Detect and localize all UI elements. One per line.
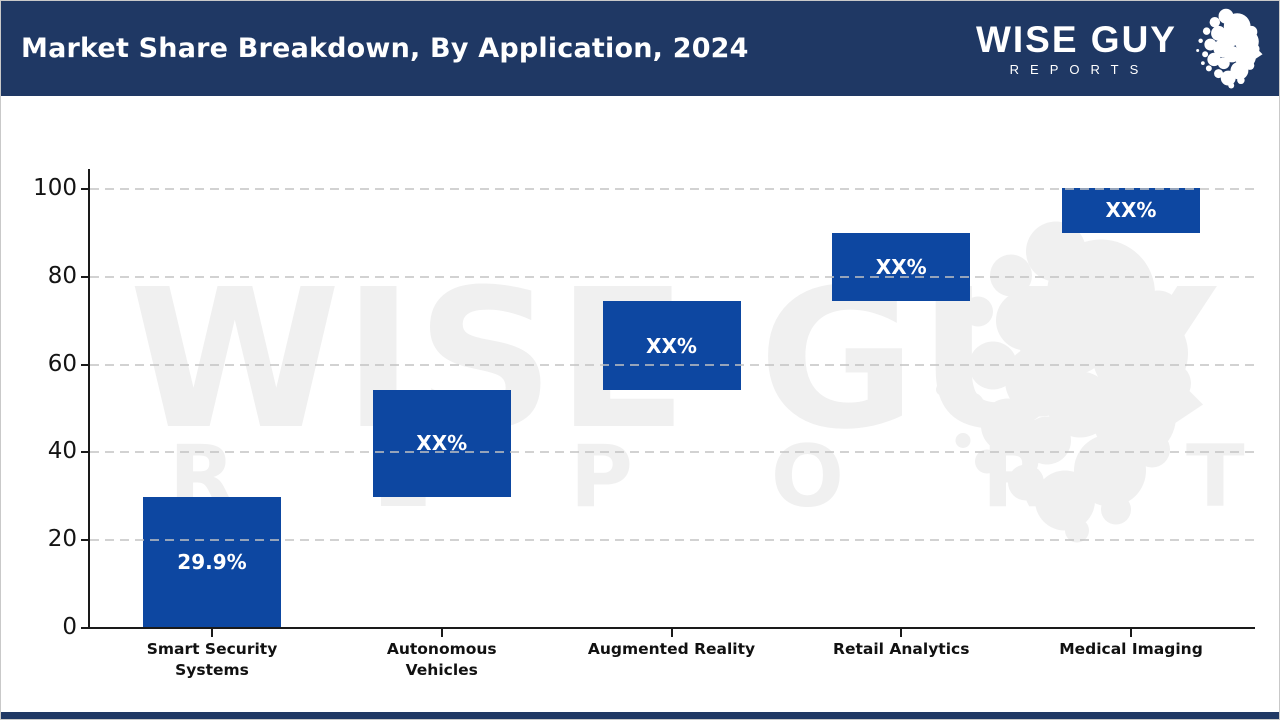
- x-category-label-line: Autonomous: [386, 640, 497, 658]
- y-tick-label: 100: [33, 175, 77, 201]
- x-category-label-line: Systems: [175, 661, 249, 679]
- x-category-label: Retail Analytics: [786, 639, 1016, 660]
- y-tick-mark: [81, 188, 88, 190]
- brand-logo-text: WISE GUY REPORTS: [976, 21, 1177, 77]
- y-tick-mark: [81, 275, 88, 278]
- gridline: [90, 363, 1254, 366]
- bar-value-label: 29.9%: [177, 550, 247, 575]
- x-category-label: Smart Security Systems: [97, 639, 327, 681]
- bar-value-label: XX%: [875, 255, 927, 280]
- bar-value-label: XX%: [416, 431, 468, 456]
- bar-segment: XX%: [832, 232, 971, 302]
- x-category-label-line: Vehicles: [405, 661, 478, 679]
- gridline: [90, 275, 1254, 278]
- y-tick-label: 80: [47, 262, 77, 289]
- bar-value-label: XX%: [1105, 198, 1157, 223]
- x-category-label-line: Retail Analytics: [833, 640, 970, 658]
- bar-segment: XX%: [372, 390, 511, 497]
- bar-segment: XX%: [602, 301, 741, 391]
- brand-logo: WISE GUY REPORTS: [976, 6, 1279, 92]
- y-tick-label: 40: [47, 438, 77, 465]
- x-category-label: Autonomous Vehicles: [327, 639, 557, 681]
- x-category-label-line: Medical Imaging: [1059, 640, 1203, 658]
- x-axis-line: [88, 627, 1255, 629]
- chart-area: 0 20 40 60 80 100 29.9% Smart Security Systems XX…: [1, 96, 1279, 714]
- x-category-label-line: Augmented Reality: [587, 640, 756, 658]
- x-category-label: Augmented Reality: [557, 639, 787, 660]
- x-tick-mark: [670, 629, 673, 637]
- y-tick-mark: [81, 627, 88, 629]
- x-tick-mark: [1130, 629, 1132, 637]
- dotted-head-profile-icon: [1196, 8, 1263, 89]
- y-tick-label: 20: [47, 526, 77, 553]
- x-tick-mark: [440, 629, 443, 637]
- bar-segment: 29.9%: [143, 496, 281, 628]
- y-tick-label: 60: [47, 350, 77, 377]
- y-axis-line: [88, 169, 90, 629]
- page-title: Market Share Breakdown, By Application, …: [21, 33, 749, 64]
- bar-segment: XX%: [1062, 187, 1200, 233]
- y-tick-mark: [81, 539, 88, 542]
- y-tick-mark: [81, 451, 88, 454]
- x-tick-mark: [211, 629, 213, 637]
- y-tick-mark: [81, 363, 88, 366]
- gridline: [90, 188, 1254, 190]
- brand-subname: REPORTS: [1009, 61, 1150, 77]
- gridline: [90, 539, 1254, 542]
- bar-value-label: XX%: [646, 333, 697, 358]
- y-tick-label: 0: [62, 614, 77, 640]
- x-category-label: Medical Imaging: [1016, 639, 1246, 660]
- x-category-label-line: Smart Security: [146, 640, 278, 658]
- x-tick-mark: [900, 629, 903, 637]
- footer-bar: [1, 712, 1279, 719]
- gridline: [90, 451, 1254, 454]
- brand-name: WISE GUY: [975, 18, 1177, 60]
- header-bar: Market Share Breakdown, By Application, …: [1, 1, 1279, 96]
